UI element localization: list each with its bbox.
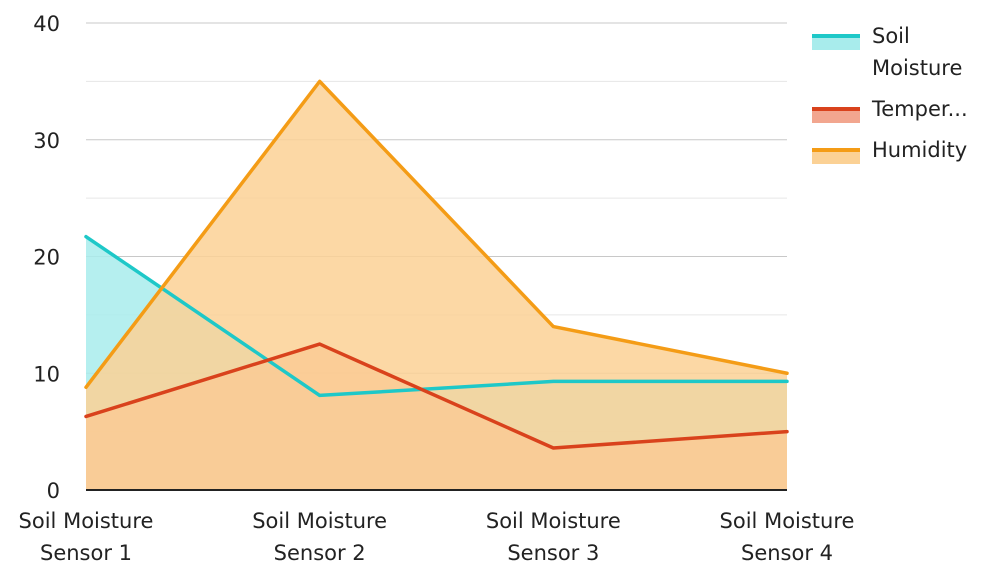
x-tick-label: Soil Moisture xyxy=(252,509,387,533)
legend-swatch-fill xyxy=(812,36,860,50)
y-tick-label: 0 xyxy=(47,479,60,503)
legend-item-temperature[interactable]: Temper... xyxy=(812,97,968,123)
x-tick-label: Soil Moisture xyxy=(19,509,154,533)
y-tick-label: 40 xyxy=(33,12,60,36)
x-tick-label: Sensor 4 xyxy=(741,541,833,562)
x-tick-label: Soil Moisture xyxy=(720,509,855,533)
y-tick-label: 20 xyxy=(33,246,60,270)
x-tick-label: Sensor 3 xyxy=(507,541,599,562)
x-tick-label: Sensor 2 xyxy=(274,541,366,562)
legend-item-humidity[interactable]: Humidity xyxy=(812,138,967,164)
legend: Soil Moisture Temper... Humidity xyxy=(812,24,968,164)
area-humidity xyxy=(86,81,787,490)
legend-item-soil-moisture[interactable]: Soil Moisture xyxy=(812,24,962,80)
x-tick-label: Sensor 1 xyxy=(40,541,132,562)
legend-label: Moisture xyxy=(872,56,962,80)
legend-swatch-fill xyxy=(812,109,860,123)
line-humidity[interactable] xyxy=(84,79,789,390)
legend-swatch-fill xyxy=(812,150,860,164)
series-areas xyxy=(86,81,787,490)
legend-label: Humidity xyxy=(872,138,967,162)
legend-label: Temper... xyxy=(871,97,968,121)
line-soil-moisture[interactable] xyxy=(84,234,789,398)
y-tick-label: 30 xyxy=(33,129,60,153)
line-temperature[interactable] xyxy=(84,342,789,450)
axes: 0 10 20 30 40 Soil Moisture Sensor 1 Soil Moist… xyxy=(19,12,855,562)
legend-label: Soil xyxy=(872,24,910,48)
x-tick-label: Soil Moisture xyxy=(486,509,621,533)
y-tick-label: 10 xyxy=(33,362,60,386)
series-lines xyxy=(84,79,789,450)
